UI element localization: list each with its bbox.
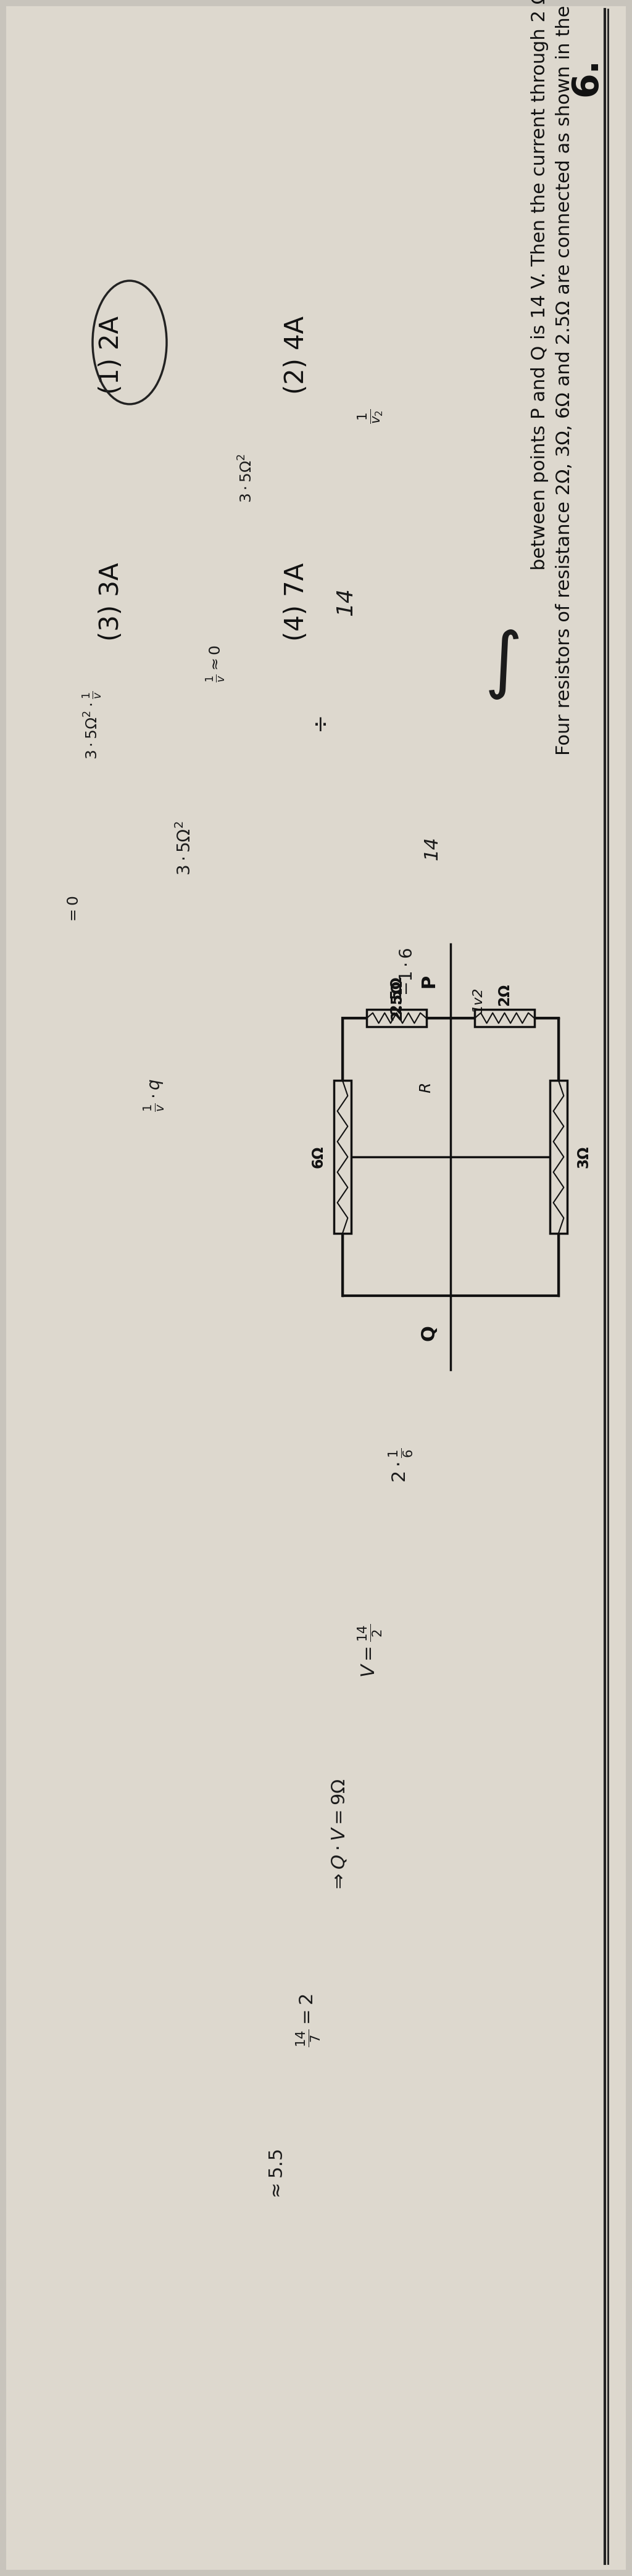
Text: $2 \cdot \frac{1}{6}$: $2 \cdot \frac{1}{6}$ [387, 1448, 415, 1484]
Text: $\frac{1}{v} \cdot q$: $\frac{1}{v} \cdot q$ [142, 1079, 166, 1113]
Text: $3 \cdot 5\Omega^2$: $3 \cdot 5\Omega^2$ [176, 822, 195, 876]
Text: $\Rightarrow Q \cdot V = 9\Omega$: $\Rightarrow Q \cdot V = 9\Omega$ [331, 1777, 348, 1893]
Text: 2.5Ω: 2.5Ω [389, 979, 404, 1020]
Text: Q: Q [420, 1324, 438, 1340]
Text: $\int$: $\int$ [489, 626, 523, 701]
Text: (3) 3A: (3) 3A [98, 562, 124, 641]
Text: P: P [420, 974, 438, 989]
Bar [550, 1079, 567, 1234]
Bar [343, 1018, 559, 1296]
Text: $\frac{1}{v_2}$: $\frac{1}{v_2}$ [356, 410, 384, 425]
Text: Four resistors of resistance 2Ω, 3Ω, 6Ω and 2.5Ω are connected as shown in the f: Four resistors of resistance 2Ω, 3Ω, 6Ω … [556, 0, 573, 755]
Text: $3 \cdot 5\Omega^2 \cdot \frac{1}{v}$: $3 \cdot 5\Omega^2 \cdot \frac{1}{v}$ [82, 690, 104, 760]
Text: $-1 \cdot 6$: $-1 \cdot 6$ [399, 948, 416, 997]
Text: $3 \cdot 5\Omega^2$: $3 \cdot 5\Omega^2$ [238, 453, 255, 502]
Text: 14: 14 [423, 837, 441, 860]
Text: (1) 2A: (1) 2A [98, 317, 124, 394]
Text: $\div$: $\div$ [310, 716, 331, 734]
Text: 6.: 6. [569, 57, 604, 95]
Text: between points P and Q is 14 V. Then the current through 2 Ω resistor is: between points P and Q is 14 V. Then the… [531, 0, 549, 569]
Text: 6Ω: 6Ω [310, 1146, 325, 1167]
Text: 2Ω: 2Ω [497, 984, 512, 1005]
Text: 14: 14 [335, 587, 356, 616]
Text: $\frac{1}{v} \approx 0$: $\frac{1}{v} \approx 0$ [205, 644, 227, 683]
Bar [475, 1010, 534, 1028]
Text: $\approx 5.5$: $\approx 5.5$ [269, 2148, 287, 2202]
Text: 2.5Ω: 2.5Ω [389, 976, 404, 1015]
Bar [334, 1079, 351, 1234]
Text: R: R [418, 1082, 434, 1092]
Text: $\frac{14}{7} = 2$: $\frac{14}{7} = 2$ [295, 1994, 323, 2048]
Text: 1v2: 1v2 [472, 987, 485, 1012]
Text: 3Ω: 3Ω [576, 1146, 591, 1167]
Text: (2) 4A: (2) 4A [283, 317, 309, 394]
Text: $= 0$: $= 0$ [66, 896, 82, 925]
Text: (4) 7A: (4) 7A [283, 562, 309, 641]
Bar [367, 1010, 426, 1028]
Text: $V = \frac{14}{2}$: $V = \frac{14}{2}$ [356, 1623, 384, 1677]
